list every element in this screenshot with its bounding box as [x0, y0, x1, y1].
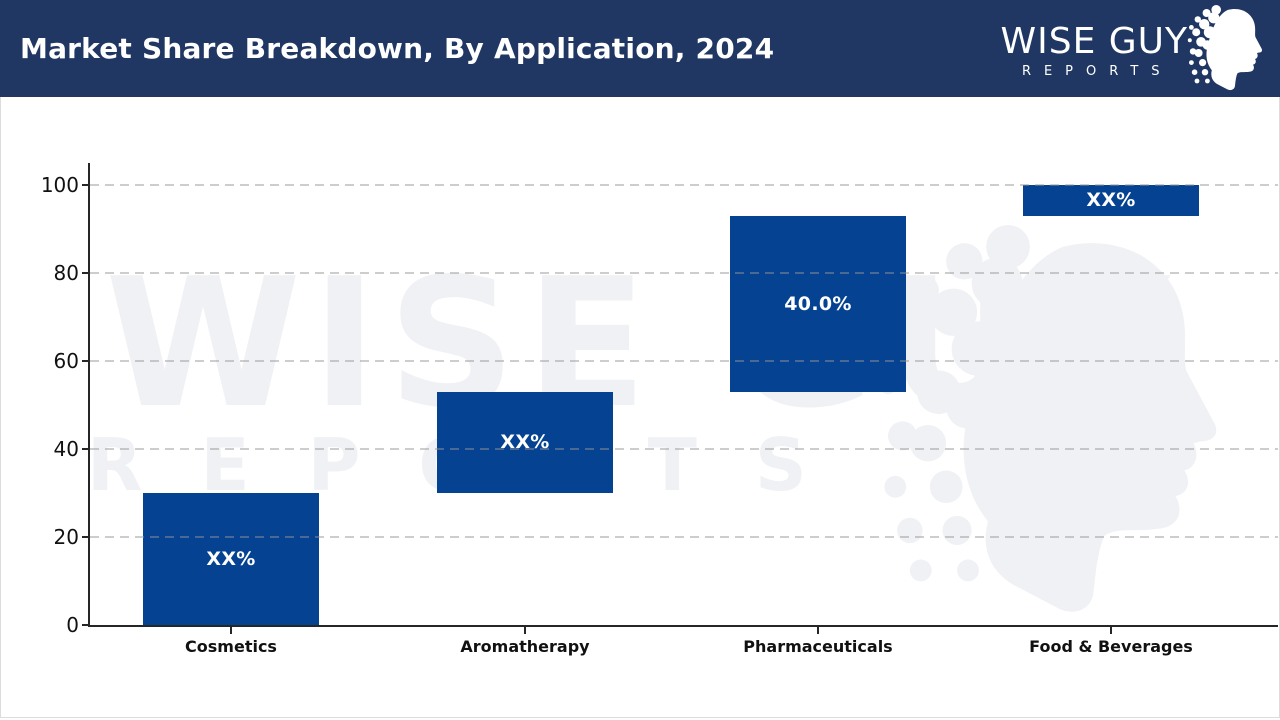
- y-tick-mark-40: [82, 448, 89, 450]
- gridline-100: [90, 184, 1278, 186]
- y-tick-mark-100: [82, 184, 89, 186]
- x-tick-mark-aromatherapy: [524, 627, 526, 634]
- chart-title: Market Share Breakdown, By Application, …: [20, 32, 775, 65]
- logo-text: WISE GUY REPORTS: [1000, 20, 1189, 79]
- bar-value-label: 40.0%: [784, 292, 852, 315]
- y-tick-label-80: 80: [53, 261, 79, 285]
- y-tick-label-100: 100: [40, 173, 79, 197]
- gridline-20: [90, 536, 1278, 538]
- bar-value-label: XX%: [500, 431, 550, 454]
- bar-aromatherapy: XX%: [437, 391, 613, 493]
- dotted-head-logo-icon: [1184, 5, 1266, 93]
- y-tick-label-40: 40: [53, 437, 79, 461]
- x-axis-label-cosmetics: Cosmetics: [185, 637, 277, 656]
- bar-value-label: XX%: [206, 548, 256, 570]
- y-axis-line: [88, 163, 90, 627]
- bar-cosmetics: XX%: [143, 493, 319, 625]
- y-tick-mark-0: [82, 624, 89, 626]
- y-tick-label-20: 20: [53, 525, 79, 549]
- x-axis-label-pharmaceuticals: Pharmaceuticals: [743, 637, 893, 656]
- x-tick-mark-cosmetics: [230, 627, 232, 634]
- x-axis-line: [88, 625, 1278, 627]
- bar-pharmaceuticals: 40.0%: [730, 215, 906, 392]
- wise-guy-logo: WISE GUY REPORTS: [1001, 5, 1267, 93]
- bar-value-label: XX%: [1086, 189, 1136, 212]
- header-bar: Market Share Breakdown, By Application, …: [0, 0, 1280, 97]
- y-tick-label-60: 60: [53, 349, 79, 373]
- x-axis-label-food-beverages: Food & Beverages: [1029, 637, 1193, 656]
- gridline-40: [90, 448, 1278, 450]
- bar-food-beverages: XX%: [1023, 185, 1199, 216]
- gridline-60: [90, 360, 1278, 362]
- y-tick-label-0: 0: [66, 613, 79, 637]
- x-tick-mark-pharmaceuticals: [817, 627, 819, 634]
- watermark-head-icon: [853, 225, 1243, 625]
- x-tick-mark-food-beverages: [1110, 627, 1112, 634]
- logo-wordmark: WISE GUY: [1000, 20, 1188, 62]
- gridline-80: [90, 272, 1278, 274]
- x-axis-label-aromatherapy: Aromatherapy: [460, 637, 590, 656]
- y-tick-mark-60: [82, 360, 89, 362]
- y-tick-mark-20: [82, 536, 89, 538]
- logo-subtitle: REPORTS: [1021, 63, 1173, 79]
- chart-panel: WISE GUY REPORTS 020406080100XX%Cosmetic…: [0, 97, 1280, 718]
- y-tick-mark-80: [82, 272, 89, 274]
